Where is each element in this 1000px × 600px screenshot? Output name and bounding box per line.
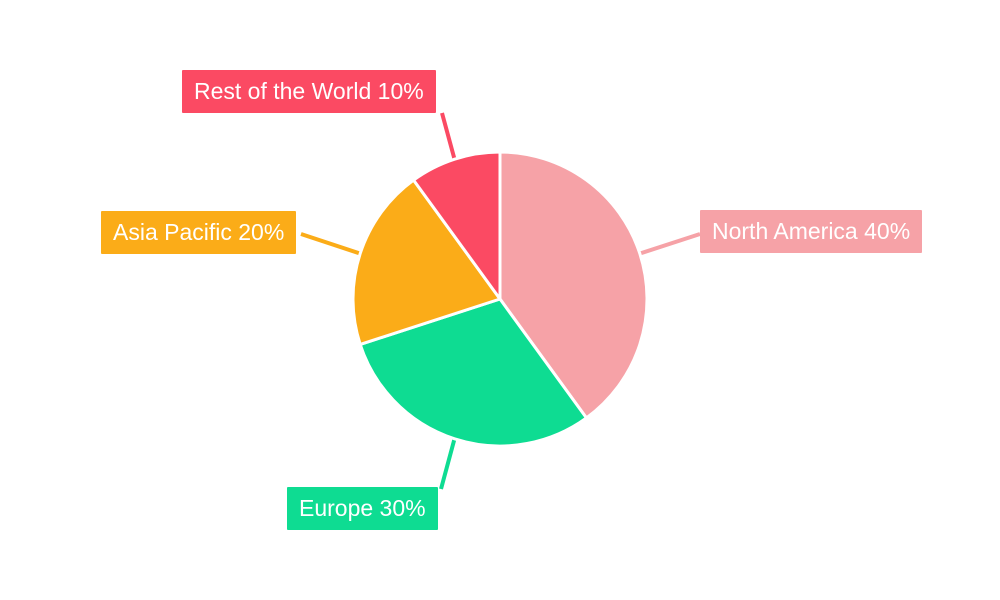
pie-slice-rest-of-world[interactable] [412, 150, 502, 301]
pie-slice-north-america[interactable] [498, 150, 649, 420]
pie-leader-line-rest-of-world [440, 112, 457, 159]
pie-label-north-america: North America 40% [700, 210, 923, 253]
pie-leader-line-north-america [640, 232, 701, 256]
pie-label-asia-pacific: Asia Pacific 20% [101, 211, 297, 254]
pie-slice-europe[interactable] [358, 297, 588, 448]
pie-label-europe: Europe 30% [287, 487, 438, 530]
pie-slice-asia-pacific[interactable] [351, 178, 502, 346]
pie-label-asia-pacific-text: Asia Pacific 20% [113, 219, 285, 245]
pie-label-rest-of-world-text: Rest of the World 10% [194, 78, 424, 104]
pie-label-europe-text: Europe 30% [299, 495, 426, 521]
pie-leader-line-asia-pacific [300, 232, 360, 256]
pie-leader-line-europe [439, 439, 457, 490]
pie-label-north-america-text: North America 40% [712, 218, 911, 244]
pie-label-rest-of-world: Rest of the World 10% [182, 70, 436, 113]
